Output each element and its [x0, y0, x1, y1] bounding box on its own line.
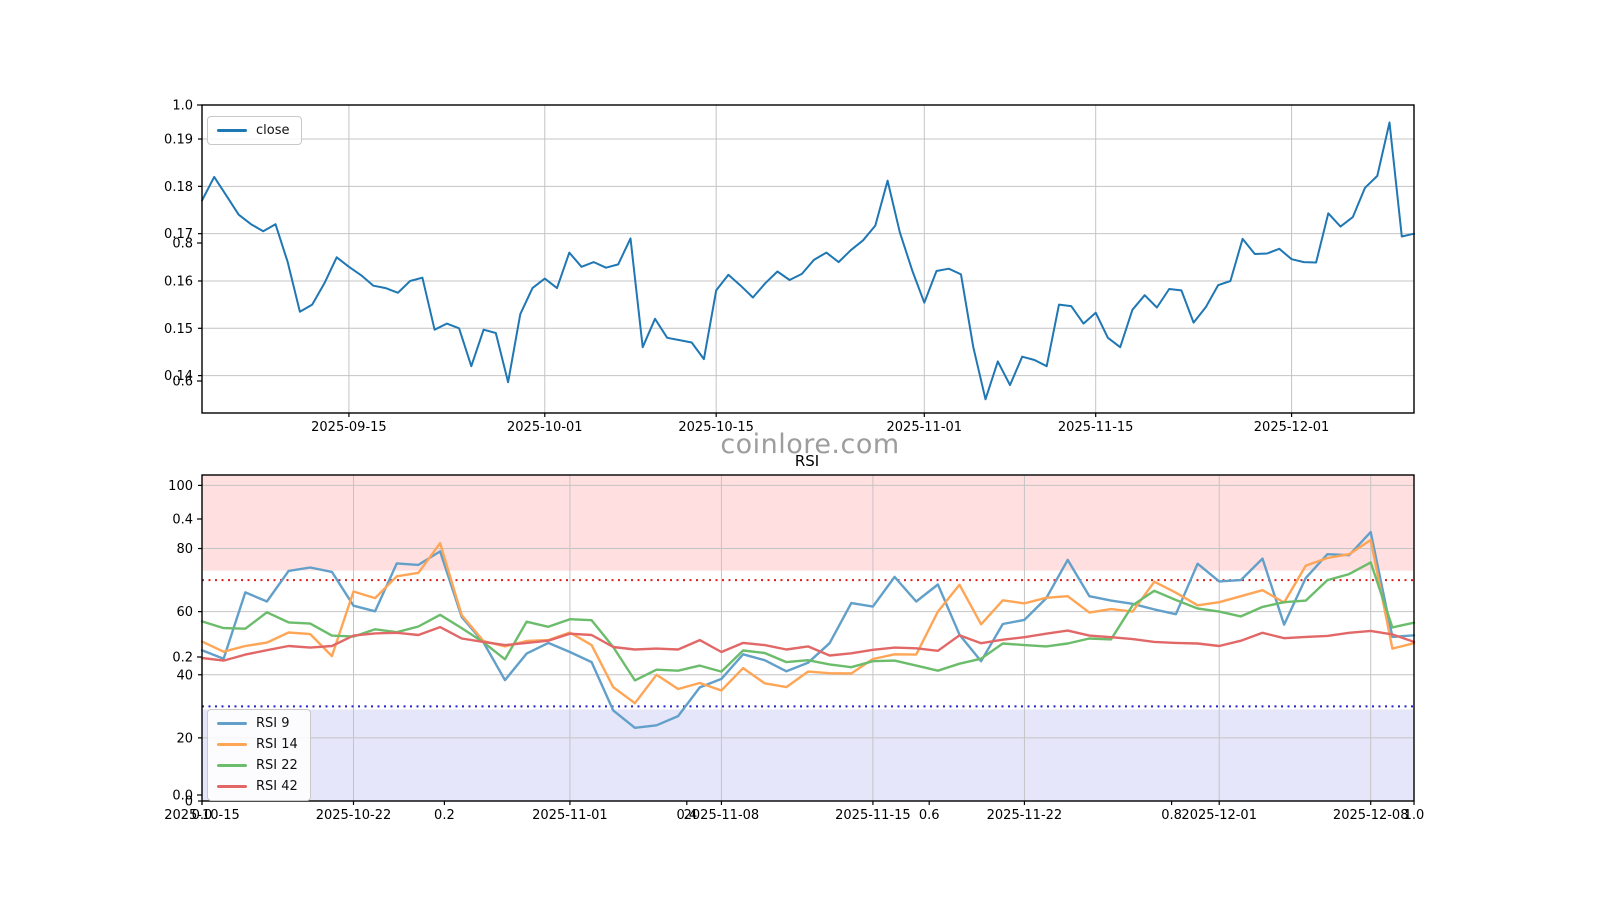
x-tick-label: 2025-11-15 — [1058, 420, 1134, 435]
y-tick-label: 60 — [176, 605, 193, 620]
x-tick-label: 2025-10-22 — [316, 808, 392, 823]
oversold-zone — [202, 709, 1414, 801]
overlay-y-tick-label: 0.8 — [172, 237, 193, 252]
x-tick-label: 2025-11-01 — [887, 420, 963, 435]
price-panel: 2025-09-15 2025-10-01 2025-10-15 2025-11-01… — [164, 104, 1415, 435]
legend-label-rsi-14: RSI 14 — [256, 737, 298, 752]
y-tick-label: 0.14 — [164, 369, 193, 384]
x-tick-label: 2025-10-15 — [164, 808, 240, 823]
overlay-x-tick-label: 1.0 — [1404, 808, 1425, 823]
x-tick-label: 2025-11-01 — [532, 808, 608, 823]
x-tick-label: 2025-10-15 — [678, 420, 754, 435]
legend-swatch-rsi-42 — [217, 785, 247, 788]
y-tick-label: 40 — [176, 668, 193, 683]
overlay-x-tick-label: 0.8 — [1161, 808, 1182, 823]
y-tick-label: 20 — [176, 731, 193, 746]
legend-label-rsi-42: RSI 42 — [256, 779, 298, 794]
legend-swatch-rsi-14 — [217, 743, 247, 746]
overlay-y-tick-label: 0.0 — [172, 789, 193, 804]
series-line-rsi-42 — [200, 625, 1416, 662]
overlay-x-tick-label: 0.0 — [192, 808, 213, 823]
axes-spine — [201, 474, 1415, 802]
y-tick-label: 0.16 — [164, 274, 193, 289]
legend-item-rsi-22: RSI 22 — [217, 755, 298, 776]
y-tick-label: 80 — [176, 542, 193, 557]
y-tick-label: 100 — [168, 479, 193, 494]
legend-item-rsi-14: RSI 14 — [217, 734, 298, 755]
series-line-close — [201, 121, 1415, 401]
y-tick-label: 0.19 — [164, 133, 193, 148]
overlay-x-tick-label: 0.4 — [676, 808, 697, 823]
overlay-y-tick-label: 0.6 — [172, 375, 193, 390]
legend-label-rsi-22: RSI 22 — [256, 758, 298, 773]
series-line-rsi-9 — [200, 530, 1416, 730]
x-tick-label: 2025-09-15 — [311, 420, 387, 435]
axes-spine — [201, 104, 1415, 414]
x-tick-label: 2025-12-01 — [1181, 808, 1257, 823]
series-line-rsi-22 — [200, 561, 1416, 682]
legend-item-close: close — [217, 120, 289, 141]
overlay-y-tick-label: 0.4 — [172, 513, 193, 528]
x-tick-label: 2025-12-01 — [1254, 420, 1330, 435]
overlay-x-tick-label: 0.6 — [919, 808, 940, 823]
x-tick-label: 2025-12-08 — [1333, 808, 1409, 823]
legend-swatch-close — [217, 129, 247, 132]
y-tick-label: 0.18 — [164, 180, 193, 195]
legend-swatch-rsi-9 — [217, 722, 247, 725]
legend-label-rsi-9: RSI 9 — [256, 716, 290, 731]
rsi-panel: 2025-10-15 2025-10-22 2025-11-01 2025-11-08… — [164, 474, 1416, 823]
x-tick-label: 2025-11-22 — [987, 808, 1063, 823]
price-legend: close — [207, 116, 303, 145]
overlay-y-tick-label: 1.0 — [172, 99, 193, 114]
x-tick-label: 2025-10-01 — [507, 420, 583, 435]
legend-item-rsi-9: RSI 9 — [217, 713, 298, 734]
y-tick-label: 0.17 — [164, 227, 193, 242]
series-line-rsi-14 — [200, 538, 1416, 705]
rsi-legend: RSI 9 RSI 14 RSI 22 RSI 42 — [207, 709, 311, 801]
y-tick-label: 0 — [185, 795, 193, 810]
legend-swatch-rsi-22 — [217, 764, 247, 767]
watermark: coinlore.com — [720, 429, 900, 460]
overbought-zone — [202, 475, 1414, 571]
y-tick-label: 0.15 — [164, 322, 193, 337]
overlay-x-tick-label: 0.2 — [434, 808, 455, 823]
legend-item-rsi-42: RSI 42 — [217, 776, 298, 797]
overlay-y-tick-label: 0.2 — [172, 651, 193, 666]
x-tick-label: 2025-11-15 — [835, 808, 911, 823]
rsi-panel-title: RSI — [794, 452, 820, 470]
x-tick-label: 2025-11-08 — [684, 808, 760, 823]
legend-label-close: close — [256, 123, 290, 138]
